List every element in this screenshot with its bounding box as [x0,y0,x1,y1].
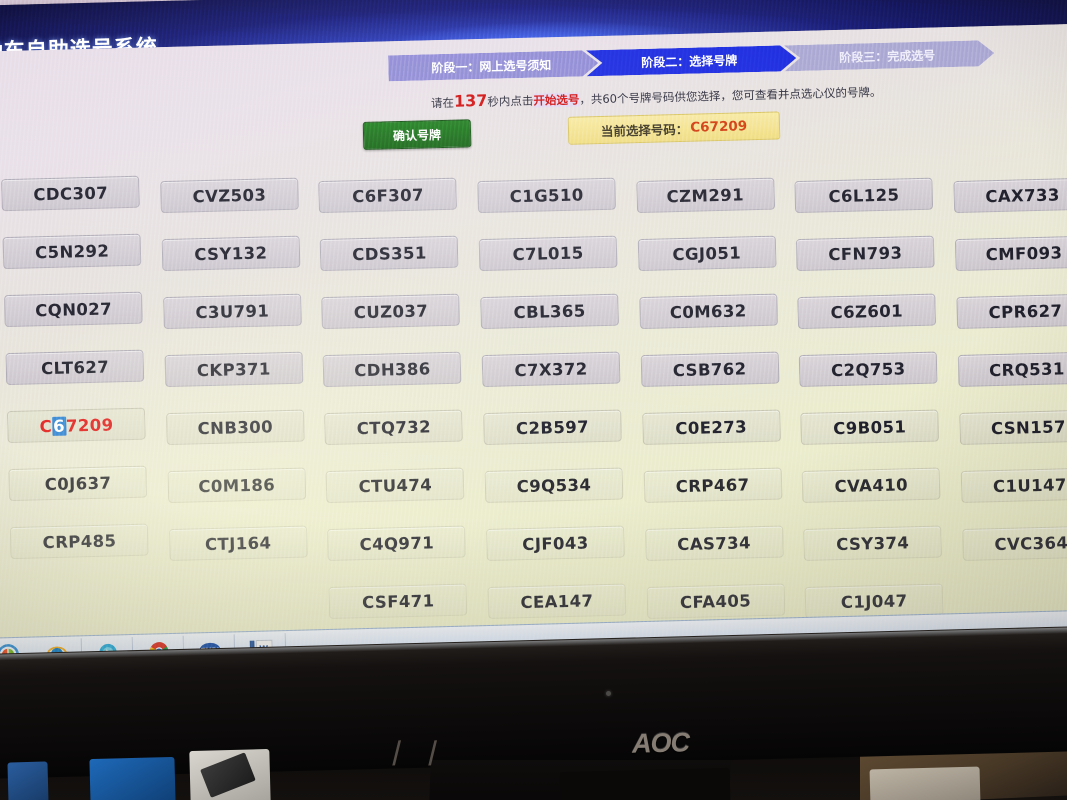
plate-option[interactable]: CSY132 [161,235,301,272]
plate-option[interactable]: CQN027 [4,291,144,328]
plate-option[interactable]: C7X372 [481,351,621,388]
plate-option[interactable]: CFA405 [646,583,785,619]
plate-option[interactable]: C2B597 [483,409,622,446]
desk-object-dark [559,767,731,800]
plate-grid: CDC307 C5N292 CQN027 CLT627 ✔ C67209 C0J… [0,151,1067,665]
step-3-label: 阶段三：完成选号 [839,48,936,65]
plate-column-3: C6F307 CDS351 CUZ037 CDH386 CTQ732 CTU47… [308,167,479,657]
plate-option[interactable]: CBL365 [480,293,619,330]
plate-option[interactable]: CDC307 [1,175,141,212]
notice-prefix: 请在 [430,95,455,111]
plate-column-7: CAX733 CMF093 CPR627 CRQ531 CSN157 C1U14… [942,151,1067,641]
desk-object-remote [189,748,271,800]
step-2[interactable]: 阶段二：选择号牌 [586,45,797,76]
stand-decal-1: / [391,734,402,774]
plate-option[interactable]: CSN157 [959,409,1067,446]
step-1-label: 阶段一：网上选号须知 [431,57,552,75]
plate-option[interactable]: CSF471 [328,583,468,620]
plate-option[interactable]: C4Q971 [327,525,467,562]
countdown-seconds: 137 [453,90,488,111]
monitor-power-led-icon [606,691,611,696]
current-selection-label: 当前选择号码： [600,121,689,139]
plate-option[interactable]: CNB300 [165,409,305,446]
plate-option[interactable]: CRQ531 [957,351,1067,388]
confirm-plate-label: 确认号牌 [392,127,442,143]
plate-option[interactable]: C2Q753 [798,351,938,388]
stand-decal-2: / [427,734,438,774]
plate-option[interactable]: C0M186 [167,467,307,504]
plate-option[interactable]: CTU474 [325,467,465,504]
plate-option[interactable]: CSB762 [640,351,780,388]
start-selection-link[interactable]: 开始选号 [533,92,580,108]
step-1[interactable]: 阶段一：网上选号须知 [388,50,599,81]
plate-option[interactable]: CUZ037 [321,293,461,330]
desk-object-blue-box [89,756,176,800]
countdown-notice: 请在137秒内点击开始选号，共60个号牌号码供您选择，您可查看并点选心仪的号牌。 [421,81,891,112]
step-3[interactable]: 阶段三：完成选号 [784,40,995,71]
plate-column-4: C1G510 C7L015 CBL365 C7X372 C2B597 C9Q53… [467,163,638,653]
plate-option[interactable]: C7L015 [478,235,618,272]
plate-option[interactable]: CKP371 [164,351,304,388]
plate-option[interactable]: CFN793 [795,235,935,272]
plate-column-6: C6L125 CFN793 C6Z601 C2Q753 C9B051 CVA41… [784,155,955,645]
plate-column-5: CZM291 CGJ051 C0M632 CSB762 C0E273 CRP46… [625,159,796,649]
plate-option[interactable]: CEA147 [487,583,627,619]
monitor-brand-logo: AOC [631,727,690,759]
plate-option[interactable]: CVA410 [801,467,941,503]
plate-option[interactable]: CMF093 [954,235,1067,272]
plate-option[interactable]: C9Q534 [484,467,624,504]
plate-option[interactable]: CVZ503 [160,177,299,214]
plate-option[interactable]: CJF043 [486,525,625,562]
notice-middle: 秒内点击 [487,93,534,109]
plate-option[interactable]: CZM291 [635,177,775,214]
plate-option[interactable]: CSY374 [803,525,943,561]
plate-option[interactable]: C3U791 [162,293,302,330]
plate-option[interactable]: CRP467 [643,467,783,504]
plate-option[interactable]: C5N292 [2,233,142,270]
plate-option[interactable]: C1G510 [477,177,617,214]
step-indicator: 阶段一：网上选号须知 阶段二：选择号牌 阶段三：完成选号 [388,40,994,81]
plate-option[interactable]: CAS734 [644,525,784,561]
current-selection-box: 当前选择号码： C67209 [567,111,781,145]
selected-char-highlight: 6 [51,416,67,436]
page-body: 阶段一：网上选号须知 阶段二：选择号牌 阶段三：完成选号 请在137秒内点击开始… [0,23,1067,670]
plate-option[interactable]: C6Z601 [797,293,937,330]
desk-object-blue-tag [7,761,49,800]
plate-option[interactable]: CGJ051 [637,235,777,272]
plate-option[interactable]: C0E273 [641,409,781,446]
plate-option[interactable]: CTQ732 [324,409,464,446]
plate-option[interactable]: C0M632 [638,293,778,330]
plate-option[interactable]: CDH386 [323,351,462,388]
plate-option[interactable]: C0J637 [8,465,148,502]
step-2-label: 阶段二：选择号牌 [641,53,738,70]
plate-option[interactable]: CTJ164 [168,525,308,562]
plate-option[interactable]: C6L125 [794,177,934,214]
current-selection-value: C67209 [690,118,748,136]
plate-option[interactable]: CRP485 [10,523,149,560]
plate-option-selected[interactable]: ✔ C67209 [7,407,146,444]
plate-column-2: CVZ503 CSY132 C3U791 CKP371 CNB300 C0M18… [150,171,321,661]
plate-option[interactable]: C1U147 [960,467,1067,503]
selected-plate-text: C67209 [39,414,114,436]
desk-object-paper [869,766,981,800]
plate-option[interactable]: CPR627 [956,293,1067,330]
plate-column-1: CDC307 C5N292 CQN027 CLT627 ✔ C67209 C0J… [0,175,162,665]
plate-option[interactable]: CLT627 [5,349,145,386]
monitor-screen: 192.168.0.22.8080/view/veh/html/ph/plate… [0,0,1067,670]
confirm-plate-button[interactable]: 确认号牌 [362,119,472,150]
plate-option[interactable]: C9B051 [800,409,940,446]
plate-option[interactable]: CVC364 [961,525,1067,561]
notice-suffix: ，共60个号牌号码供您选择，您可查看并点选心仪的号牌。 [579,84,882,107]
plate-option[interactable]: C6F307 [318,177,458,214]
plate-option[interactable]: CDS351 [320,235,459,272]
plate-option[interactable]: CAX733 [953,177,1067,214]
